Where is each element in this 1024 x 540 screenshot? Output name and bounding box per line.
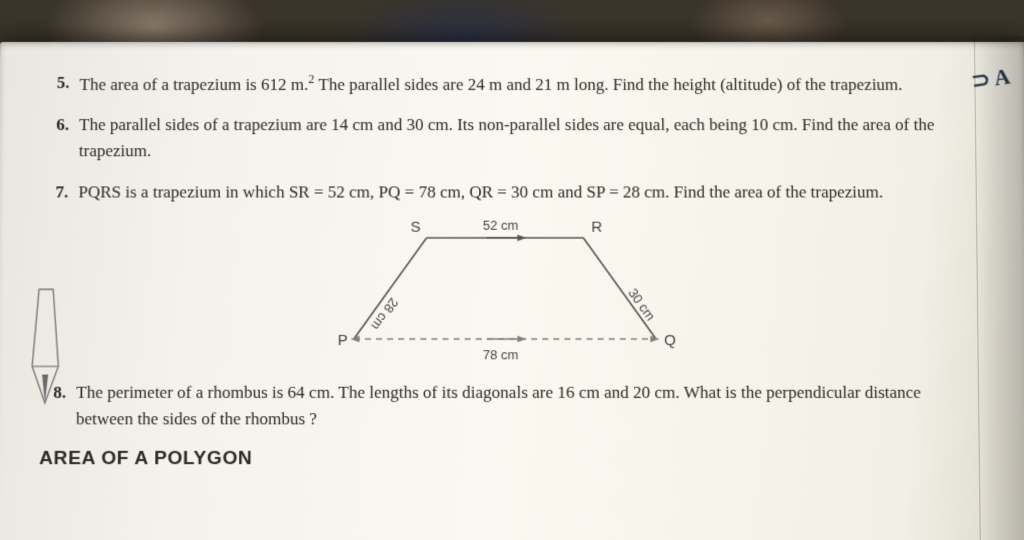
text: and [502, 75, 535, 94]
text: The parallel sides are [314, 75, 467, 94]
value: 30 cm [406, 115, 448, 134]
text: The parallel sides of a trapezium are [79, 115, 331, 134]
question-list: 5. The area of a trapezium is 612 m.2 Th… [42, 70, 968, 206]
question-number: 5. [43, 70, 69, 98]
question-6: 6. The parallel sides of a trapezium are… [43, 112, 968, 165]
text: and [373, 115, 406, 134]
question-number: 7. [42, 179, 68, 206]
question-text: The perimeter of a rhombus is 64 cm. The… [76, 380, 971, 434]
text: . Its non-parallel sides are equal, each… [449, 115, 752, 134]
question-5: 5. The area of a trapezium is 612 m.2 Th… [43, 70, 966, 98]
svg-text:P: P [338, 332, 348, 349]
svg-text:Q: Q [664, 332, 676, 349]
text: The area of a trapezium is [79, 75, 261, 94]
trapezium-diagram-container: S R Q P 52 cm 78 cm 28 cm 30 cm [40, 220, 970, 372]
question-list-continued: 8. The perimeter of a rhombus is 64 cm. … [39, 380, 970, 434]
value: 10 cm [751, 115, 793, 134]
value: 20 cm [633, 383, 675, 402]
svg-text:78 cm: 78 cm [483, 347, 519, 362]
text: . Find the area of the trapezium. [665, 182, 883, 201]
text: long. Find the height (altitude) of the … [570, 75, 903, 94]
textbook-page: ⊃ A 5. The area of a trapezium is 612 m.… [0, 42, 1024, 540]
eq: PQ = 78 cm [379, 182, 461, 201]
svg-text:R: R [591, 220, 602, 236]
sep: , [370, 182, 379, 201]
text: . The lengths of its diagonals are [330, 383, 557, 402]
section-heading: AREA OF A POLYGON [39, 448, 971, 470]
question-text: The area of a trapezium is 612 m.2 The p… [79, 70, 966, 98]
eq: SP = 28 cm [586, 182, 665, 201]
trapezium-diagram: S R Q P 52 cm 78 cm 28 cm 30 cm [313, 220, 696, 372]
pencil-sketch-icon [18, 285, 74, 407]
value: 24 m [468, 75, 503, 94]
question-text: The parallel sides of a trapezium are 14… [79, 112, 968, 165]
and: and [600, 383, 633, 402]
page-curl-shadow [974, 36, 1024, 540]
question-text: PQRS is a trapezium in which SR = 52 cm,… [78, 179, 968, 206]
svg-text:S: S [411, 220, 421, 236]
value: 64 cm [288, 383, 330, 402]
text: PQRS is a trapezium in which [78, 182, 289, 201]
value: 16 cm [557, 383, 599, 402]
svg-text:52 cm: 52 cm [483, 220, 519, 233]
svg-text:30 cm: 30 cm [625, 285, 658, 323]
question-8: 8. The perimeter of a rhombus is 64 cm. … [39, 380, 970, 434]
text: The perimeter of a rhombus is [76, 383, 288, 402]
value: 14 cm [331, 115, 373, 134]
value-area: 612 m. [261, 75, 308, 94]
eq: SR = 52 cm [289, 182, 370, 201]
value: 21 m [535, 75, 570, 94]
question-number: 6. [43, 112, 70, 165]
svg-text:28 cm: 28 cm [368, 295, 401, 333]
question-7: 7. PQRS is a trapezium in which SR = 52 … [42, 179, 968, 206]
and: and [553, 182, 586, 201]
eq: QR = 30 cm [469, 182, 553, 201]
